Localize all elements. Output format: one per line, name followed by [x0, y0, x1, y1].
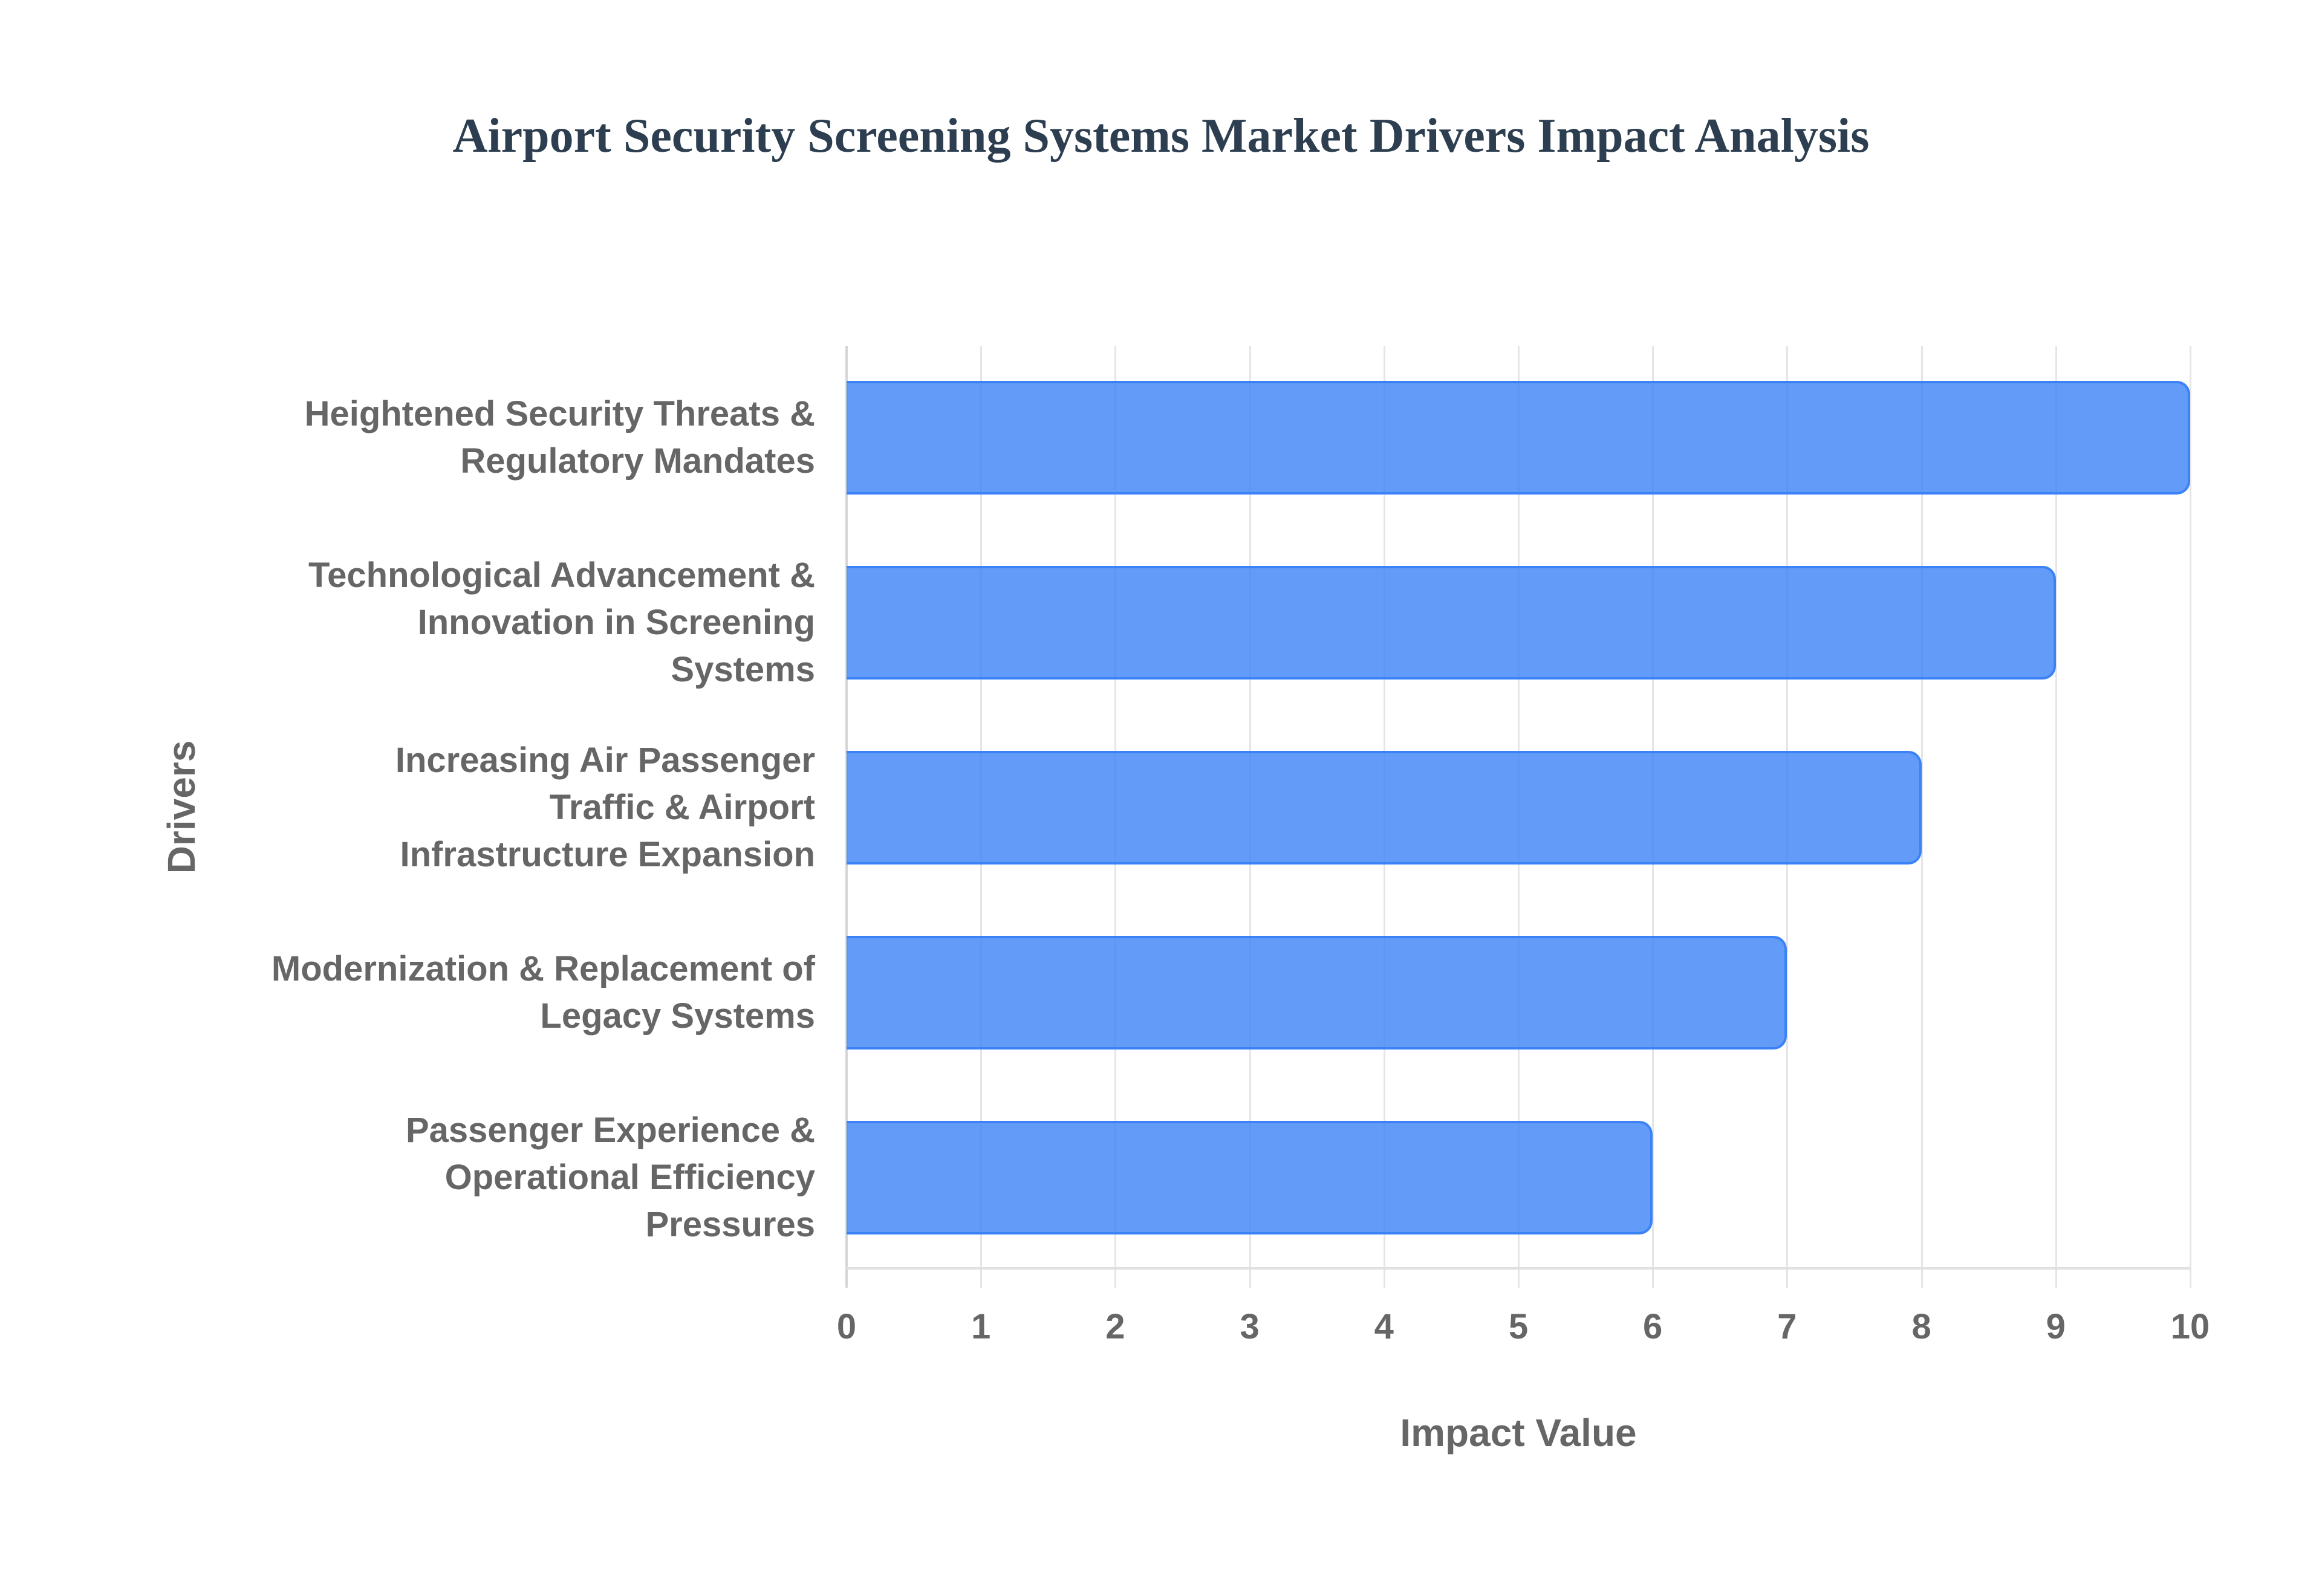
x-tick-label: 10	[2170, 1307, 2210, 1346]
y-tick-label: Heightened Security Threats & Regulatory …	[210, 391, 815, 485]
plot-area	[845, 346, 2191, 1288]
x-tick-label: 5	[1508, 1307, 1529, 1346]
y-tick-label-line: Pressures	[645, 1205, 815, 1244]
x-tick-label: 0	[836, 1307, 857, 1346]
y-tick-label-line: Traffic & Airport	[549, 788, 815, 827]
y-tick-label-line: Increasing Air Passenger	[395, 741, 815, 780]
y-tick-label: Modernization & Replacement of Legacy Sys…	[210, 946, 815, 1040]
x-tick-label: 2	[1105, 1307, 1125, 1346]
bar[interactable]	[847, 381, 2190, 495]
x-axis-title: Impact Value	[1400, 1411, 1637, 1455]
y-tick-label-line: Modernization & Replacement of	[271, 949, 815, 988]
y-tick-label: Technological Advancement & Innovation in…	[210, 552, 815, 693]
x-tick-label: 1	[971, 1307, 991, 1346]
x-tick-label: 9	[2046, 1307, 2066, 1346]
y-tick-label: Increasing Air Passenger Traffic & Airpor…	[210, 737, 815, 878]
y-tick-label-line: Regulatory Mandates	[460, 441, 815, 481]
y-tick-label-line: Innovation in Screening	[417, 603, 815, 642]
y-tick-label: Passenger Experience & Operational Effici…	[210, 1107, 815, 1248]
y-axis-title: Drivers	[160, 740, 203, 874]
bar[interactable]	[847, 751, 1922, 864]
y-tick-label-line: Operational Efficiency	[444, 1158, 815, 1197]
y-tick-label-line: Heightened Security Threats &	[304, 394, 815, 433]
y-tick-label-line: Infrastructure Expansion	[400, 835, 815, 874]
y-tick-label-line: Technological Advancement &	[308, 556, 815, 595]
y-tick-label-line: Systems	[671, 650, 815, 689]
x-tick-label: 7	[1777, 1307, 1797, 1346]
bar[interactable]	[847, 1121, 1653, 1234]
x-axis-line	[847, 1267, 2190, 1270]
x-tick-label: 6	[1643, 1307, 1663, 1346]
gridline	[1920, 346, 1923, 1288]
gridline	[2190, 346, 2191, 1288]
x-tick-label: 4	[1374, 1307, 1394, 1346]
gridline	[2055, 346, 2057, 1288]
x-tick-label: 8	[1911, 1307, 1931, 1346]
x-tick-label: 3	[1240, 1307, 1260, 1346]
bar[interactable]	[847, 566, 2056, 680]
y-tick-label-line: Passenger Experience &	[405, 1111, 815, 1150]
bar[interactable]	[847, 936, 1787, 1049]
y-tick-label-line: Legacy Systems	[540, 996, 815, 1036]
chart-title: Airport Security Screening Systems Marke…	[452, 109, 1870, 163]
